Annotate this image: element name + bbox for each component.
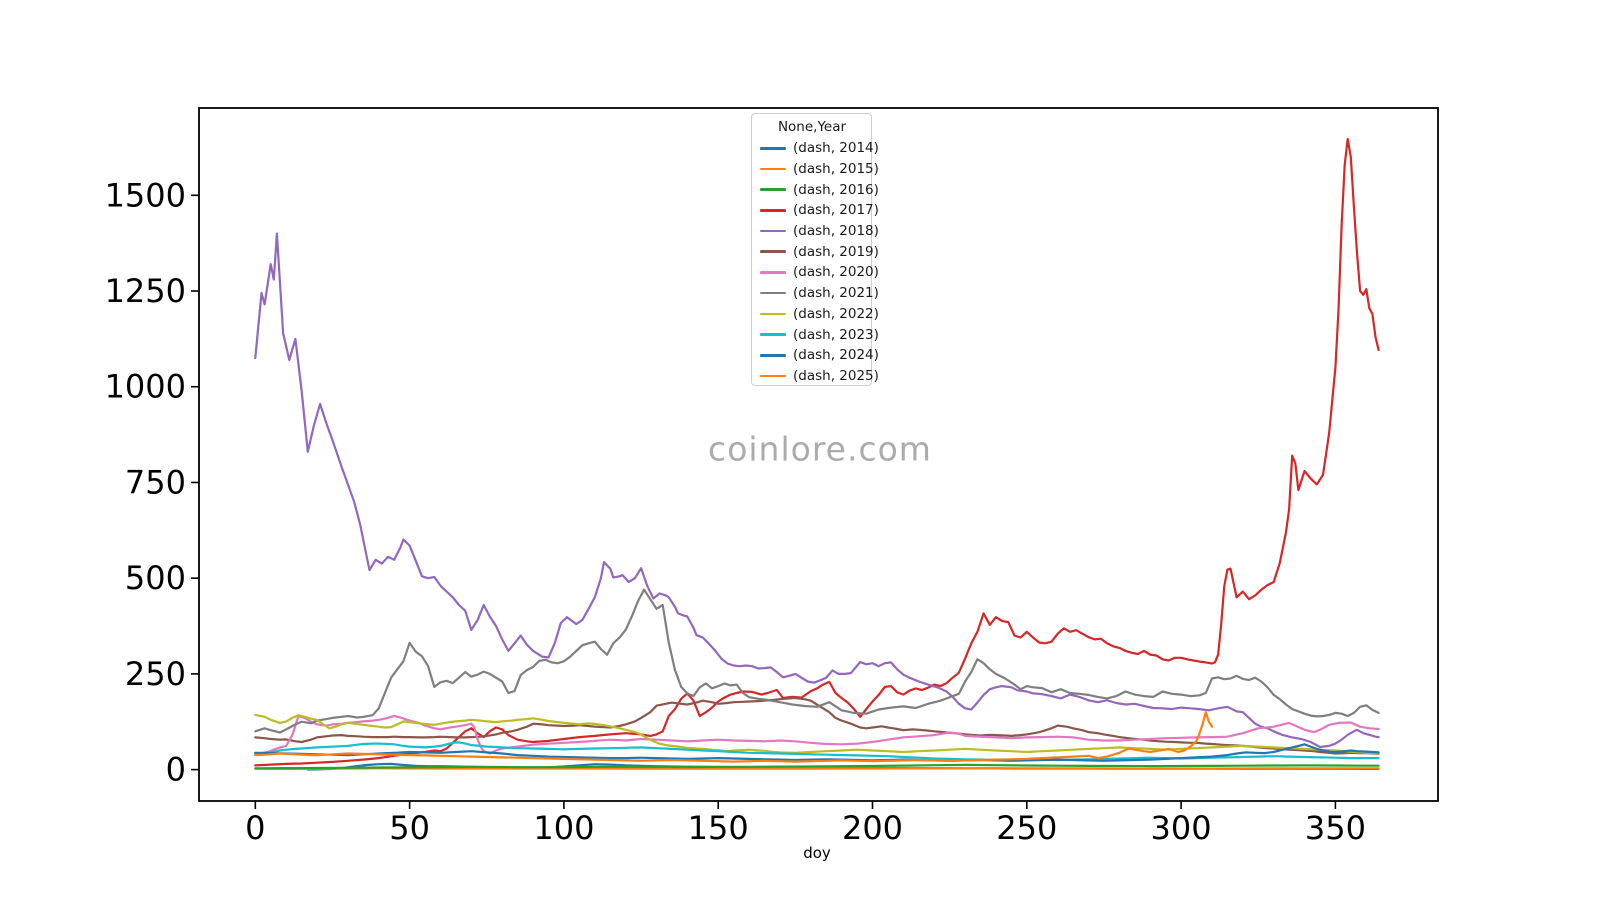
series-line-2019 [254,696,1380,756]
series-line-2016 [254,763,1380,770]
legend-entries: (dash, 2014) (dash, 2015) (dash, 2016) (das… [758,138,879,387]
legend-entry-2016: (dash, 2016) [758,179,879,200]
legend-label: (dash, 2020) [793,264,879,281]
series-line-2017 [254,137,1380,767]
legend-label: (dash, 2017) [793,202,879,219]
plot-frame [198,107,1439,802]
y-tick-label: 1250 [105,272,186,310]
legend-swatch [760,250,786,254]
legend-entry-2018: (dash, 2018) [758,221,879,242]
x-tick-label: 200 [842,809,903,847]
legend-entry-2023: (dash, 2023) [758,324,879,345]
y-tick-label: 1000 [105,368,186,406]
legend-title: None,Year [777,119,847,135]
legend-label: (dash, 2015) [793,161,879,178]
y-tick-label: 750 [125,463,186,501]
legend-swatch [760,333,786,336]
legend-entry-2024: (dash, 2024) [758,345,879,366]
legend-entry-2015: (dash, 2015) [758,159,879,180]
series-line-2015 [254,767,1380,771]
legend-entry-2017: (dash, 2017) [758,200,879,221]
legend-label: (dash, 2022) [793,305,879,322]
legend-label: (dash, 2018) [793,223,879,240]
series-line-2020 [254,714,1380,756]
legend-entry-2019: (dash, 2019) [758,241,879,262]
legend-entry-2025: (dash, 2025) [758,366,879,387]
legend-swatch [760,291,786,295]
legend-swatch [760,167,786,171]
watermark: coinlore.com [708,429,932,469]
legend-swatch [760,147,786,150]
series-line-2022 [254,713,1380,755]
series-line-2025 [254,711,1214,763]
legend-swatch [760,188,786,192]
y-tick-label: 0 [166,751,186,789]
legend-label: (dash, 2019) [793,243,879,260]
legend-entry-2020: (dash, 2020) [758,262,879,283]
series-line-2023 [254,741,1380,762]
x-tick-label: 50 [389,809,430,847]
y-tick-label: 1500 [105,176,186,214]
legend-swatch [760,312,786,316]
legend-swatch [760,271,786,274]
legend-label: (dash, 2023) [793,326,879,343]
x-tick-label: 150 [688,809,749,847]
legend-swatch [760,374,786,378]
x-tick-label: 250 [996,809,1057,847]
legend-entry-2021: (dash, 2021) [758,283,879,304]
x-tick-label: 100 [533,809,594,847]
y-tick-label: 500 [125,559,186,597]
legend-swatch [760,353,786,357]
series-line-2018 [254,232,1380,749]
legend-label: (dash, 2014) [793,140,879,157]
legend-entry-2022: (dash, 2022) [758,304,879,325]
legend-label: (dash, 2016) [793,181,879,198]
series-line-2021 [254,588,1380,734]
x-tick-label: 0 [245,809,265,847]
legend-label: (dash, 2025) [793,367,879,384]
legend-label: (dash, 2021) [793,285,879,302]
legend-label: (dash, 2024) [793,347,879,364]
y-tick-label: 250 [125,655,186,693]
x-tick-label: 350 [1305,809,1366,847]
legend: None,Year (dash, 2014) (dash, 2015) (dash,… [751,113,879,387]
legend-entry-2014: (dash, 2014) [758,138,879,159]
x-axis-label: doy [803,844,831,862]
legend-swatch [760,229,786,233]
legend-swatch [760,209,786,212]
x-tick-label: 300 [1151,809,1212,847]
